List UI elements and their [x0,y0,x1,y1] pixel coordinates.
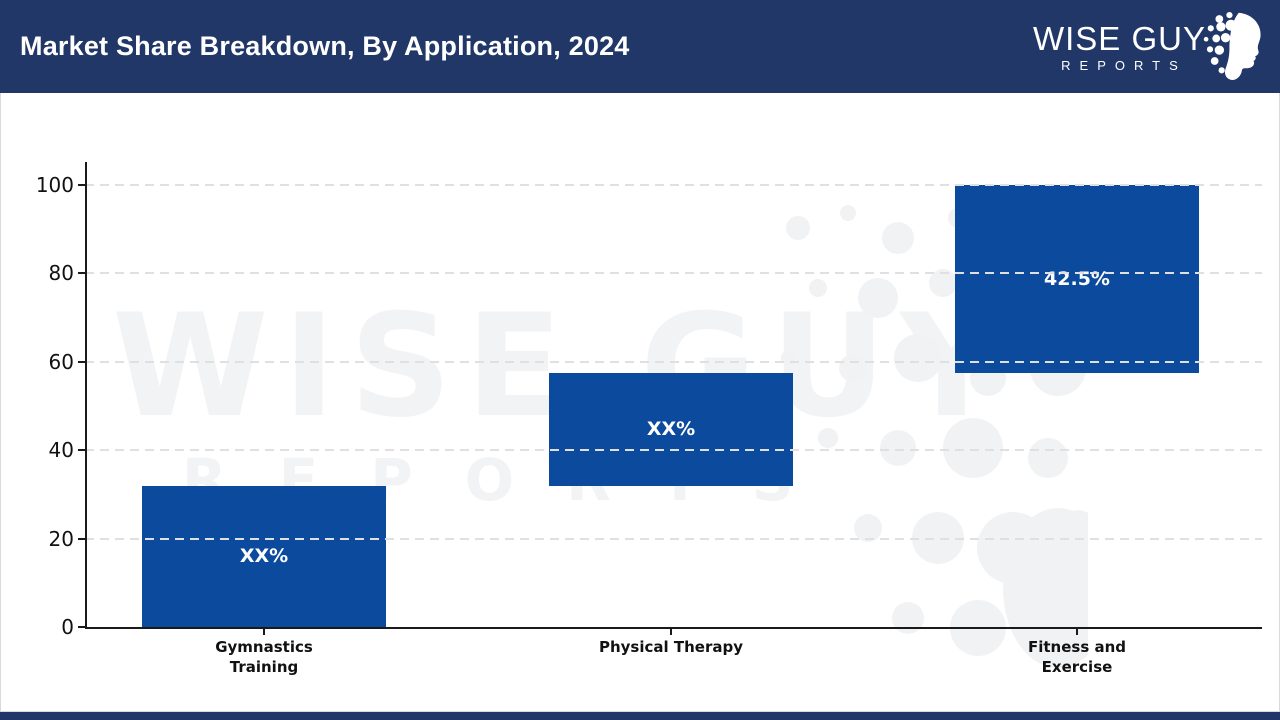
x-tick-mark [1076,629,1078,635]
bar-value-label: 42.5% [1044,267,1110,290]
footer-bar [0,712,1280,720]
y-tick-mark [78,184,85,186]
y-axis-line [85,162,87,629]
y-tick-label: 40 [48,438,74,463]
x-category-label: Physical Therapy [598,638,744,656]
bar-segment: XX% [142,485,386,627]
y-tick-mark [78,537,85,540]
x-axis-line [85,627,1262,629]
y-tick-mark [78,360,85,363]
bar-value-label: XX% [646,418,696,441]
y-tick-label: 0 [61,615,74,639]
brand-name: WISE GUY [1032,19,1206,57]
brand-subname: REPORTS [1061,57,1187,73]
page-title: Market Share Breakdown, By Application, … [20,31,630,61]
y-tick-mark [78,626,85,628]
header-bar: Market Share Breakdown, By Application, … [0,0,1280,93]
y-tick-label: 20 [48,526,74,551]
x-category-label: Gymnastics Training [215,638,313,677]
gridline [85,272,1262,275]
x-tick-mark [263,629,265,635]
bar-segment: 42.5% [955,185,1199,373]
x-tick-mark [670,629,672,635]
gridline [85,449,1262,452]
dotted-head-logo-icon [1203,11,1261,80]
y-tick-mark [78,272,85,275]
brand-wordmark: WISE GUY REPORTS [1033,22,1206,72]
bar-value-label: XX% [239,545,289,568]
gridline [85,537,1262,540]
y-tick-mark [78,449,85,452]
brand-logo: WISE GUY REPORTS [1033,9,1280,85]
y-tick-label: 60 [48,349,74,374]
y-tick-label: 100 [35,173,74,197]
y-tick-label: 80 [48,261,74,286]
bar-segment: XX% [549,372,793,486]
x-category-label: Fitness and Exercise [1027,638,1127,677]
gridline [85,184,1262,186]
gridline [85,360,1262,363]
